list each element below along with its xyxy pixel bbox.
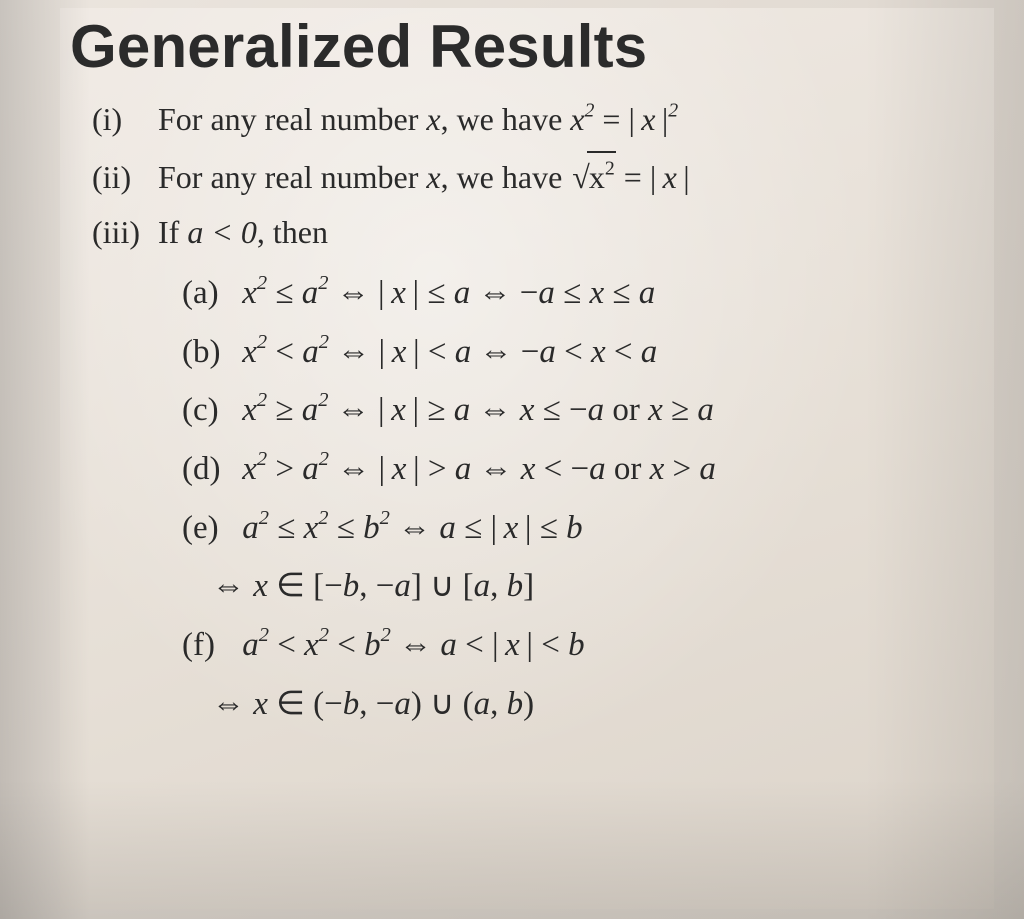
sub-a: (a) x2 ≤ a2 ⇔ | x | ≤ a ⇔ −a ≤ x ≤ a [182, 264, 984, 323]
item-i-num: (i) [92, 95, 150, 145]
item-ii-num: (ii) [92, 153, 150, 203]
sub-e: (e) a2 ≤ x2 ≤ b2 ⇔ a ≤ | x | ≤ b [182, 499, 984, 558]
item-iii-tail: , then [257, 214, 328, 250]
page: Generalized Results (i) For any real num… [60, 8, 994, 909]
item-i-mid: , we have [441, 101, 571, 137]
sub-f-cont: ⇔ x ∈ (−b, −a) ∪ (a, b) [212, 675, 984, 734]
item-ii-lead: For any real number [158, 159, 426, 195]
eq-sqrt-absx: x2 = | x | [570, 159, 689, 195]
sqrt-icon: x2 [570, 151, 615, 203]
item-i: (i) For any real number x, we have x2 = … [92, 95, 984, 145]
var-x: x [426, 101, 440, 137]
sub-e-cont: ⇔ x ∈ [−b, −a] ∪ [a, b] [212, 557, 984, 616]
item-ii-mid: , we have [441, 159, 571, 195]
sub-c: (c) x2 ≥ a2 ⇔ | x | ≥ a ⇔ x ≤ −a or x ≥ … [182, 381, 984, 440]
page-title: Generalized Results [70, 12, 984, 81]
var-x: x [426, 159, 440, 195]
item-iii-num: (iii) [92, 208, 150, 258]
sub-f: (f) a2 < x2 < b2 ⇔ a < | x | < b [182, 616, 984, 675]
item-i-lead: For any real number [158, 101, 426, 137]
a-lt-0: a < 0 [187, 214, 257, 250]
sublist: (a) x2 ≤ a2 ⇔ | x | ≤ a ⇔ −a ≤ x ≤ a (b)… [182, 264, 984, 734]
eq-x2-absx2: x2 = | x |2 [570, 101, 678, 137]
item-iii: (iii) If a < 0, then [92, 208, 984, 258]
item-iii-lead: If [158, 214, 187, 250]
sub-b: (b) x2 < a2 ⇔ | x | < a ⇔ −a < x < a [182, 323, 984, 382]
item-ii: (ii) For any real number x, we have x2 =… [92, 151, 984, 203]
sub-d: (d) x2 > a2 ⇔ | x | > a ⇔ x < −a or x > … [182, 440, 984, 499]
